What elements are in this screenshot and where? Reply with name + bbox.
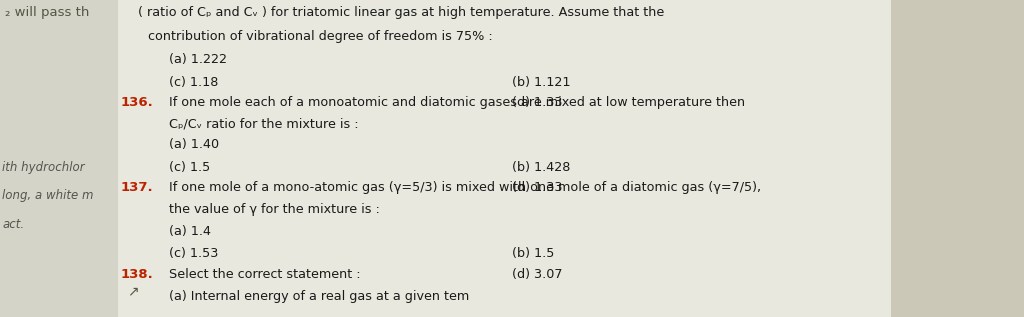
Text: ₂ will pass th: ₂ will pass th bbox=[5, 6, 89, 19]
Text: (d) 1.33: (d) 1.33 bbox=[512, 181, 562, 194]
Text: act.: act. bbox=[2, 218, 25, 231]
Bar bbox=[0, 0, 118, 317]
Text: long, a white m: long, a white m bbox=[2, 190, 93, 203]
Text: 138.: 138. bbox=[121, 268, 154, 281]
Text: (b) 1.428: (b) 1.428 bbox=[512, 161, 570, 174]
Text: If one mole of a mono-atomic gas (γ=5/3) is mixed with one mole of a diatomic ga: If one mole of a mono-atomic gas (γ=5/3)… bbox=[169, 181, 761, 194]
Text: 137.: 137. bbox=[121, 181, 154, 194]
Bar bbox=[891, 0, 1024, 317]
Text: ↗: ↗ bbox=[127, 284, 139, 298]
Text: Cₚ/Cᵥ ratio for the mixture is :: Cₚ/Cᵥ ratio for the mixture is : bbox=[169, 117, 358, 130]
Text: (d) 1.33: (d) 1.33 bbox=[512, 96, 562, 109]
Text: (c) 1.53: (c) 1.53 bbox=[169, 247, 218, 260]
Text: 136.: 136. bbox=[121, 96, 154, 109]
Text: (c) 1.5: (c) 1.5 bbox=[169, 161, 210, 174]
Text: (d) 3.07: (d) 3.07 bbox=[512, 268, 562, 281]
Text: (a) 1.222: (a) 1.222 bbox=[169, 53, 227, 66]
Text: the value of γ for the mixture is :: the value of γ for the mixture is : bbox=[169, 203, 380, 216]
Text: (a) 1.4: (a) 1.4 bbox=[169, 225, 211, 238]
Text: If one mole each of a monoatomic and diatomic gases are mixed at low temperature: If one mole each of a monoatomic and dia… bbox=[169, 96, 745, 109]
Text: ith hydrochlor: ith hydrochlor bbox=[2, 161, 85, 174]
Text: ( ratio of Cₚ and Cᵥ ) for triatomic linear gas at high temperature. Assume that: ( ratio of Cₚ and Cᵥ ) for triatomic lin… bbox=[138, 6, 665, 19]
Text: Select the correct statement :: Select the correct statement : bbox=[169, 268, 360, 281]
Text: (b) 1.121: (b) 1.121 bbox=[512, 76, 570, 89]
Text: (a) Internal energy of a real gas at a given tem: (a) Internal energy of a real gas at a g… bbox=[169, 290, 469, 303]
Text: (b) 1.5: (b) 1.5 bbox=[512, 247, 554, 260]
Text: (c) 1.18: (c) 1.18 bbox=[169, 76, 218, 89]
Text: (a) 1.40: (a) 1.40 bbox=[169, 139, 219, 152]
Text: contribution of vibrational degree of freedom is 75% :: contribution of vibrational degree of fr… bbox=[148, 29, 494, 42]
